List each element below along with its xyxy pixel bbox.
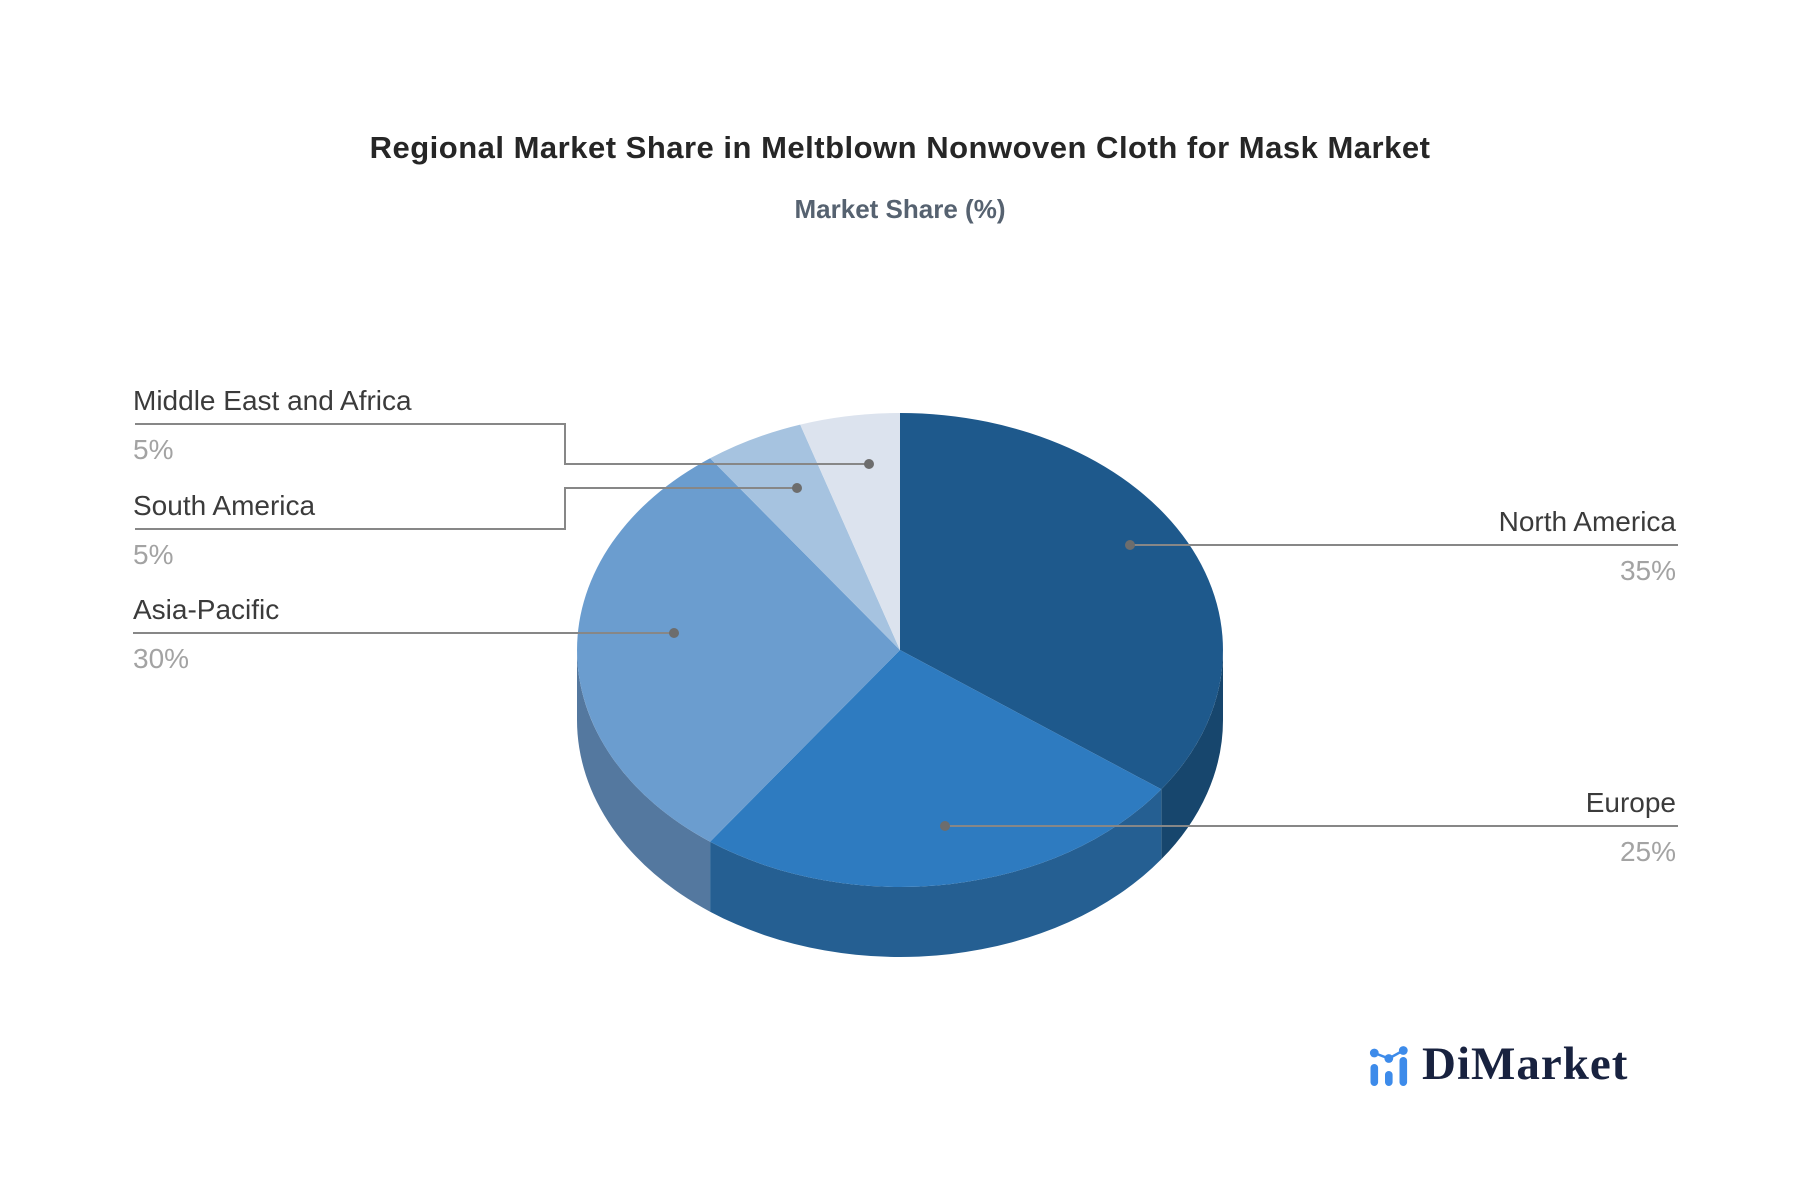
chart-subtitle: Market Share (%) bbox=[794, 194, 1006, 224]
pct-middle-east-africa: 5% bbox=[133, 434, 174, 465]
callout-dot-asia-pacific bbox=[669, 628, 679, 638]
chart-title: Regional Market Share in Meltblown Nonwo… bbox=[369, 130, 1431, 165]
label-south-america: South America bbox=[133, 490, 316, 521]
brand-logo: DiMarket bbox=[1364, 1040, 1628, 1090]
pie-side-europe bbox=[710, 789, 1162, 957]
pie-side-asia-pacific bbox=[577, 650, 711, 912]
pct-south-america: 5% bbox=[133, 539, 174, 570]
pie-side-north-america bbox=[1161, 650, 1223, 860]
label-middle-east-africa: Middle East and Africa bbox=[133, 385, 412, 416]
callout-line-middle-east-africa bbox=[135, 423, 869, 465]
brand-name: DiMarket bbox=[1422, 1038, 1629, 1090]
label-asia-pacific: Asia-Pacific bbox=[133, 594, 280, 625]
callout-line-south-america bbox=[135, 487, 797, 530]
callout-dot-middle-east-africa bbox=[864, 459, 874, 469]
pie-slice-south-america[interactable] bbox=[710, 424, 900, 650]
pie-slice-asia-pacific[interactable] bbox=[577, 458, 900, 842]
pie-slice-europe[interactable] bbox=[710, 650, 1162, 887]
callout-dot-south-america bbox=[792, 483, 802, 493]
pct-north-america: 35% bbox=[1619, 555, 1676, 586]
pct-europe: 25% bbox=[1619, 836, 1676, 867]
pie-slice-middle-east-africa[interactable] bbox=[800, 413, 900, 650]
label-north-america: North America bbox=[1498, 506, 1676, 537]
brand-logo-icon bbox=[1369, 1046, 1408, 1086]
label-europe: Europe bbox=[1585, 787, 1676, 818]
pct-asia-pacific: 30% bbox=[133, 643, 190, 674]
pie-slice-north-america[interactable] bbox=[900, 413, 1223, 790]
callout-dot-north-america bbox=[1125, 540, 1135, 550]
callout-dot-europe bbox=[940, 821, 950, 831]
